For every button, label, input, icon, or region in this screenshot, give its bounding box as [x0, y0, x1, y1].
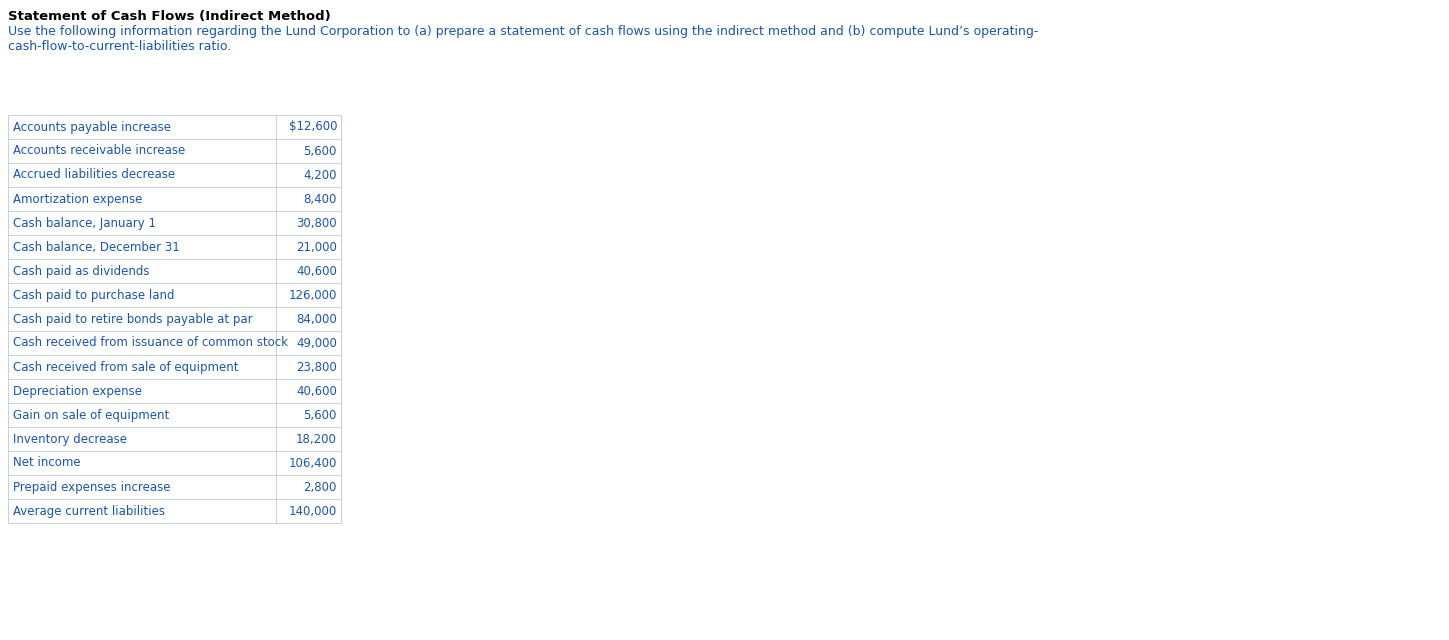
Text: Amortization expense: Amortization expense: [13, 193, 142, 205]
Text: Cash balance, January 1: Cash balance, January 1: [13, 216, 156, 230]
Text: Cash paid to purchase land: Cash paid to purchase land: [13, 289, 174, 301]
Text: Accounts receivable increase: Accounts receivable increase: [13, 145, 185, 157]
Text: 126,000: 126,000: [288, 289, 338, 301]
Text: 140,000: 140,000: [288, 504, 338, 518]
Text: Accounts payable increase: Accounts payable increase: [13, 120, 171, 134]
Text: Cash received from issuance of common stock: Cash received from issuance of common st…: [13, 337, 288, 349]
Text: $12,600: $12,600: [288, 120, 338, 134]
Text: Statement of Cash Flows (Indirect Method): Statement of Cash Flows (Indirect Method…: [9, 10, 330, 23]
Text: Net income: Net income: [13, 456, 81, 470]
Text: 84,000: 84,000: [296, 312, 338, 326]
Text: 106,400: 106,400: [288, 456, 338, 470]
Text: 5,600: 5,600: [304, 145, 338, 157]
Text: Use the following information regarding the Lund Corporation to (a) prepare a st: Use the following information regarding …: [9, 25, 1039, 38]
Text: 18,200: 18,200: [296, 433, 338, 445]
Text: Accrued liabilities decrease: Accrued liabilities decrease: [13, 168, 175, 182]
Text: Inventory decrease: Inventory decrease: [13, 433, 128, 445]
Text: Gain on sale of equipment: Gain on sale of equipment: [13, 408, 170, 422]
Text: cash-flow-to-current-liabilities ratio.: cash-flow-to-current-liabilities ratio.: [9, 40, 232, 53]
Text: Cash balance, December 31: Cash balance, December 31: [13, 241, 180, 253]
Text: 5,600: 5,600: [304, 408, 338, 422]
Text: Cash paid as dividends: Cash paid as dividends: [13, 264, 149, 278]
Text: 8,400: 8,400: [304, 193, 338, 205]
Text: Cash paid to retire bonds payable at par: Cash paid to retire bonds payable at par: [13, 312, 252, 326]
Text: Depreciation expense: Depreciation expense: [13, 385, 142, 397]
Text: 30,800: 30,800: [297, 216, 338, 230]
Text: 23,800: 23,800: [296, 360, 338, 374]
Text: 49,000: 49,000: [296, 337, 338, 349]
Text: Prepaid expenses increase: Prepaid expenses increase: [13, 481, 171, 493]
Text: 4,200: 4,200: [303, 168, 338, 182]
Text: 21,000: 21,000: [296, 241, 338, 253]
Text: 40,600: 40,600: [296, 385, 338, 397]
Text: 40,600: 40,600: [296, 264, 338, 278]
Text: Cash received from sale of equipment: Cash received from sale of equipment: [13, 360, 239, 374]
Text: Average current liabilities: Average current liabilities: [13, 504, 165, 518]
Bar: [9, 115, 341, 523]
Text: 2,800: 2,800: [304, 481, 338, 493]
